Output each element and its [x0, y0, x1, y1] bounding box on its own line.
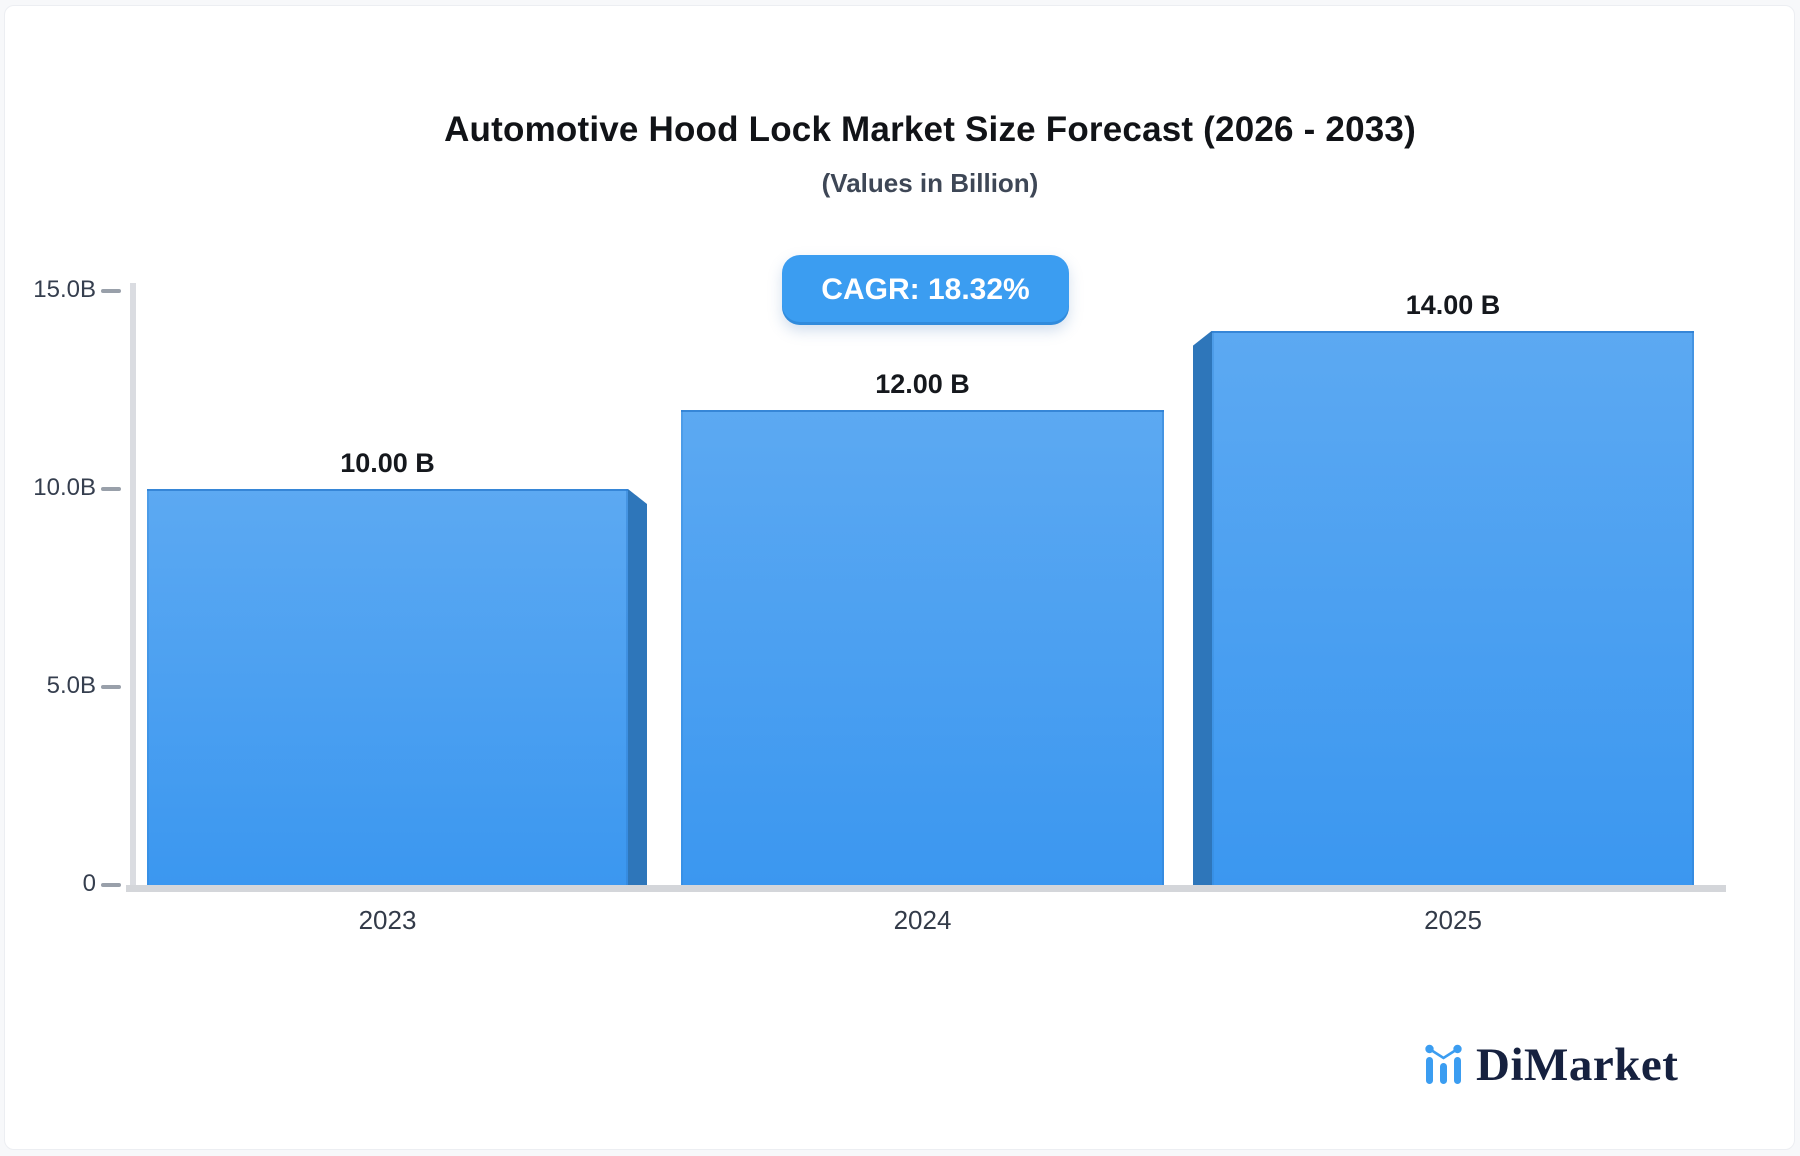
- bar-2023: [147, 489, 628, 885]
- y-tick-label-10.0B: 10.0B: [33, 474, 96, 501]
- cagr-badge-label: CAGR: 18.32%: [821, 273, 1030, 306]
- bar-3d-side-2025: [1193, 330, 1212, 885]
- x-axis-line: [126, 885, 1726, 892]
- x-tick-label-2024: 2024: [893, 905, 952, 935]
- y-tick-mark-15.0B: [101, 289, 121, 293]
- bar-chart-trend-icon: [1425, 1044, 1462, 1084]
- bar-value-label-2023: 10.00 B: [340, 448, 435, 478]
- y-tick-mark-5.0B: [101, 685, 121, 689]
- bar-value-label-2025: 14.00 B: [1405, 289, 1501, 320]
- y-tick-label-15.0B: 15.0B: [33, 276, 96, 303]
- x-tick-label-2023: 2023: [358, 905, 417, 935]
- y-tick-mark-10.0B: [101, 487, 121, 491]
- y-tick-label-5.0B: 5.0B: [46, 672, 96, 699]
- y-axis-line: [130, 283, 136, 892]
- x-tick-label-2025: 2025: [1424, 905, 1482, 935]
- logo-text: DiMarket: [1476, 1039, 1679, 1091]
- bar-3d-side-2023: [628, 489, 647, 885]
- y-tick-mark-0: [101, 883, 121, 887]
- bar-value-label-2024: 12.00 B: [875, 368, 970, 399]
- bar-2025: [1212, 330, 1694, 885]
- chart-title: Automotive Hood Lock Market Size Forecas…: [444, 110, 1416, 149]
- chart-subtitle: (Values in Billion): [821, 168, 1039, 198]
- bar-2024: [681, 409, 1164, 885]
- cagr-badge: CAGR: 18.32%: [782, 255, 1069, 325]
- dimarket-logo: DiMarket: [1424, 1038, 1678, 1092]
- y-tick-label-0: 0: [82, 870, 96, 897]
